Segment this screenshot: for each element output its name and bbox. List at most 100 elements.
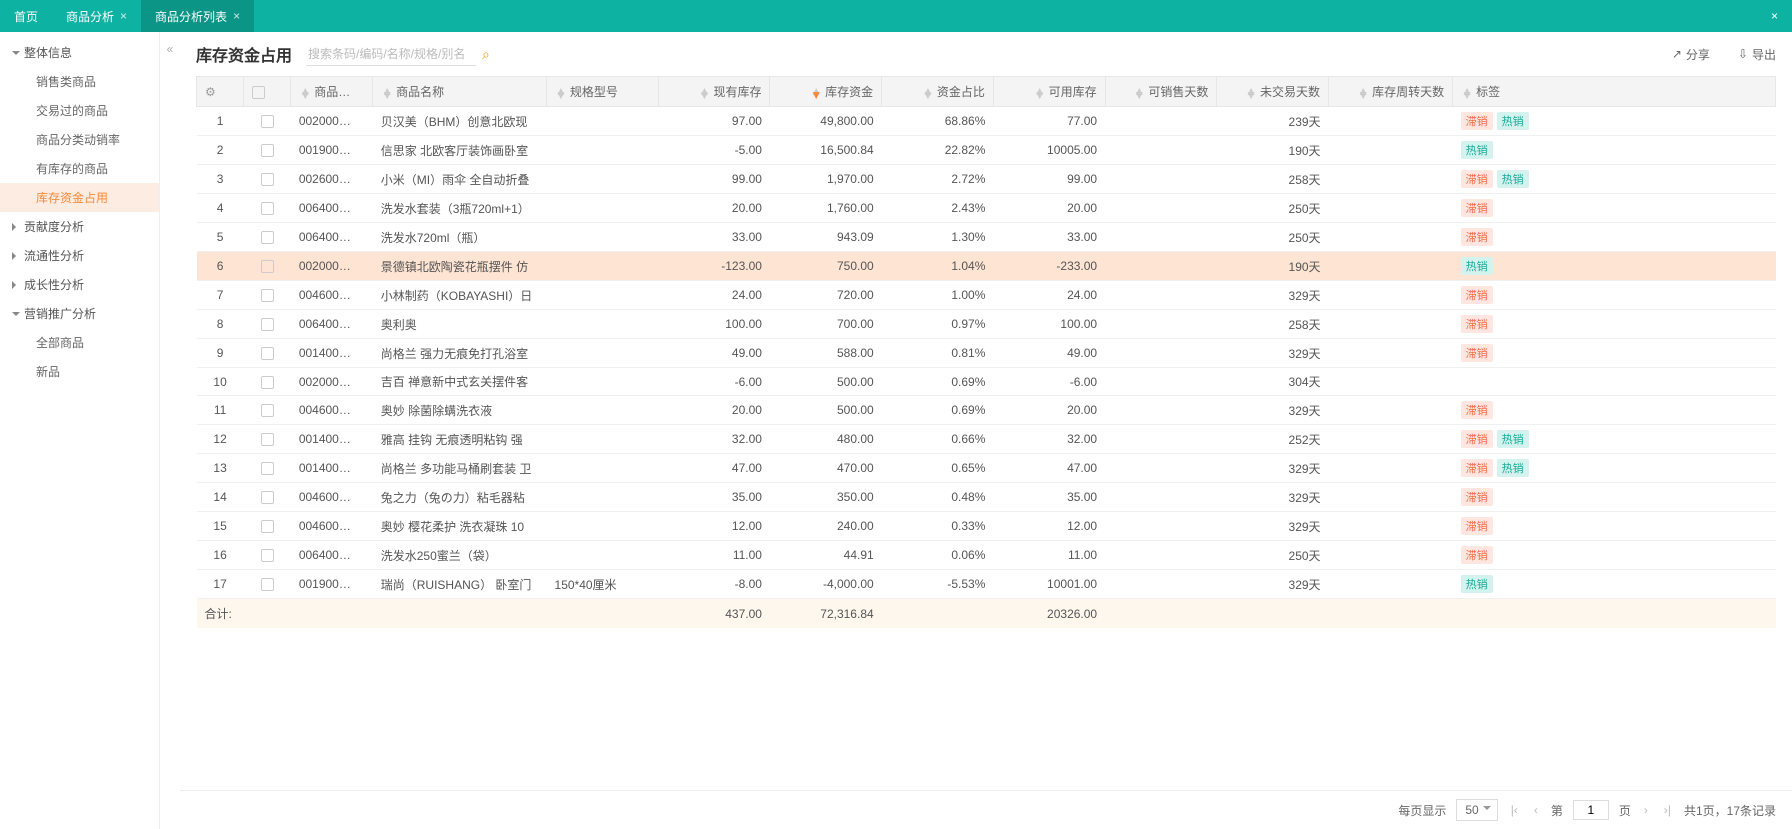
checkbox[interactable] <box>261 578 274 591</box>
gear-icon[interactable]: ⚙ <box>205 85 216 99</box>
column-header[interactable]: ▲▼库存资金 <box>770 77 882 107</box>
column-header[interactable]: ▲▼商品名称 <box>373 77 547 107</box>
table-row[interactable]: 4006400…洗发水套装（3瓶720ml+1）20.001,760.002.4… <box>197 194 1776 223</box>
checkbox[interactable] <box>261 404 274 417</box>
tab-close-icon[interactable]: × <box>120 9 127 23</box>
checkbox[interactable] <box>261 202 274 215</box>
tab-商品分析[interactable]: 商品分析× <box>52 0 141 32</box>
sidebar-item[interactable]: 有库存的商品 <box>0 154 159 183</box>
column-header[interactable]: ▲▼可用库存 <box>993 77 1105 107</box>
column-header[interactable]: ▲▼可销售天数 <box>1105 77 1217 107</box>
sidebar-group[interactable]: 贡献度分析 <box>0 212 159 241</box>
table-row[interactable]: 7004600…小林制药（KOBAYASHI）日24.00720.001.00%… <box>197 281 1776 310</box>
checkbox[interactable] <box>261 376 274 389</box>
checkbox[interactable] <box>261 144 274 157</box>
tag: 热销 <box>1497 459 1529 477</box>
table-row[interactable]: 8006400…奥利奥100.00700.000.97%100.00258天滞销 <box>197 310 1776 339</box>
checkbox[interactable] <box>252 86 265 99</box>
sidebar-group[interactable]: 成长性分析 <box>0 270 159 299</box>
sort-icon[interactable]: ▲▼ <box>1357 89 1369 97</box>
checkbox[interactable] <box>261 260 274 273</box>
sort-icon[interactable]: ▲▼ <box>1461 89 1473 97</box>
sidebar-group[interactable]: 流通性分析 <box>0 241 159 270</box>
column-header[interactable]: ⚙ <box>197 77 244 107</box>
per-page-select[interactable]: 50 <box>1456 799 1497 821</box>
topbar-close-button[interactable]: × <box>1765 0 1784 32</box>
sort-icon[interactable]: ▲▼ <box>810 89 822 97</box>
sidebar-item[interactable]: 交易过的商品 <box>0 96 159 125</box>
sort-icon[interactable]: ▲▼ <box>1133 89 1145 97</box>
chevron-icon <box>12 223 20 231</box>
sidebar-item[interactable]: 销售类商品 <box>0 67 159 96</box>
table-row[interactable]: 13001400…尚格兰 多功能马桶刷套装 卫47.00470.000.65%4… <box>197 454 1776 483</box>
sidebar-group[interactable]: 营销推广分析 <box>0 299 159 328</box>
checkbox[interactable] <box>261 231 274 244</box>
tag: 滞销 <box>1461 401 1493 419</box>
table-row[interactable]: 11004600…奥妙 除菌除螨洗衣液20.00500.000.69%20.00… <box>197 396 1776 425</box>
table-row[interactable]: 3002600…小米（MI）雨伞 全自动折叠99.001,970.002.72%… <box>197 165 1776 194</box>
per-page-label: 每页显示 <box>1398 802 1446 819</box>
sidebar-item[interactable]: 新品 <box>0 357 159 386</box>
sidebar-item[interactable]: 全部商品 <box>0 328 159 357</box>
checkbox[interactable] <box>261 462 274 475</box>
column-header[interactable]: ▲▼标签 <box>1453 77 1776 107</box>
table-row[interactable]: 6002000…景德镇北欧陶瓷花瓶摆件 仿-123.00750.001.04%-… <box>197 252 1776 281</box>
table-header-row: ⚙ ▲▼商品…▲▼商品名称▲▼规格型号▲▼现有库存▲▼库存资金▲▼资金占比▲▼可用… <box>197 77 1776 107</box>
tag: 滞销 <box>1461 286 1493 304</box>
sort-icon[interactable]: ▲▼ <box>699 89 711 97</box>
table-row[interactable]: 14004600…兔之力（兔の力）粘毛器粘35.00350.000.48%35.… <box>197 483 1776 512</box>
tag: 滞销 <box>1461 170 1493 188</box>
checkbox[interactable] <box>261 433 274 446</box>
column-header[interactable]: ▲▼未交易天数 <box>1217 77 1329 107</box>
sort-icon[interactable]: ▲▼ <box>299 89 311 97</box>
checkbox[interactable] <box>261 115 274 128</box>
sort-icon[interactable]: ▲▼ <box>381 89 393 97</box>
checkbox[interactable] <box>261 173 274 186</box>
export-button[interactable]: ⇩ 导出 <box>1738 46 1776 63</box>
column-header[interactable]: ▲▼规格型号 <box>547 77 659 107</box>
column-header[interactable]: ▲▼现有库存 <box>658 77 770 107</box>
table-row[interactable]: 2001900…信思家 北欧客厅装饰画卧室-5.0016,500.8422.82… <box>197 136 1776 165</box>
table-row[interactable]: 16006400…洗发水250蜜兰（袋）11.0044.910.06%11.00… <box>197 541 1776 570</box>
tab-首页[interactable]: 首页 <box>0 0 52 32</box>
sort-icon[interactable]: ▲▼ <box>555 89 567 97</box>
sidebar-collapse-button[interactable]: « <box>160 32 180 829</box>
page-input[interactable] <box>1573 800 1609 820</box>
table-row[interactable]: 9001400…尚格兰 强力无痕免打孔浴室49.00588.000.81%49.… <box>197 339 1776 368</box>
search-input[interactable] <box>306 43 476 66</box>
checkbox[interactable] <box>261 289 274 302</box>
table-row[interactable]: 12001400…雅高 挂钩 无痕透明粘钩 强32.00480.000.66%3… <box>197 425 1776 454</box>
checkbox[interactable] <box>261 491 274 504</box>
sort-icon[interactable]: ▲▼ <box>922 89 934 97</box>
top-tabs: 首页商品分析×商品分析列表×× <box>0 0 1792 32</box>
table-row[interactable]: 17001900…瑞尚（RUISHANG） 卧室门150*40厘米-8.00-4… <box>197 570 1776 599</box>
pagination-bar: 每页显示 50 |‹ ‹ 第 页 › ›| 共1页，17条记录 <box>180 790 1792 829</box>
table-row[interactable]: 15004600…奥妙 樱花柔护 洗衣凝珠 1012.00240.000.33%… <box>197 512 1776 541</box>
checkbox[interactable] <box>261 347 274 360</box>
tab-close-icon[interactable]: × <box>233 9 240 23</box>
column-header[interactable] <box>244 77 291 107</box>
page-last-button[interactable]: ›| <box>1661 803 1674 817</box>
table-row[interactable]: 5006400…洗发水720ml（瓶）33.00943.091.30%33.00… <box>197 223 1776 252</box>
tag: 热销 <box>1461 141 1493 159</box>
sort-icon[interactable]: ▲▼ <box>1034 89 1046 97</box>
table-row[interactable]: 1002000…贝汉美（BHM）创意北欧现97.0049,800.0068.86… <box>197 107 1776 136</box>
checkbox[interactable] <box>261 520 274 533</box>
page-first-button[interactable]: |‹ <box>1508 803 1521 817</box>
page-prefix: 第 <box>1551 802 1563 819</box>
sort-icon[interactable]: ▲▼ <box>1245 89 1257 97</box>
share-button[interactable]: ↗ 分享 <box>1672 46 1710 63</box>
sidebar-item[interactable]: 商品分类动销率 <box>0 125 159 154</box>
column-header[interactable]: ▲▼商品… <box>291 77 373 107</box>
search-icon[interactable]: ⌕ <box>482 46 490 63</box>
checkbox[interactable] <box>261 318 274 331</box>
page-prev-button[interactable]: ‹ <box>1531 803 1541 817</box>
column-header[interactable]: ▲▼资金占比 <box>882 77 994 107</box>
tab-商品分析列表[interactable]: 商品分析列表× <box>141 0 254 32</box>
page-next-button[interactable]: › <box>1641 803 1651 817</box>
table-row[interactable]: 10002000…吉百 禅意新中式玄关摆件客-6.00500.000.69%-6… <box>197 368 1776 396</box>
column-header[interactable]: ▲▼库存周转天数 <box>1329 77 1453 107</box>
sidebar-item[interactable]: 库存资金占用 <box>0 183 159 212</box>
checkbox[interactable] <box>261 549 274 562</box>
sidebar-group[interactable]: 整体信息 <box>0 38 159 67</box>
